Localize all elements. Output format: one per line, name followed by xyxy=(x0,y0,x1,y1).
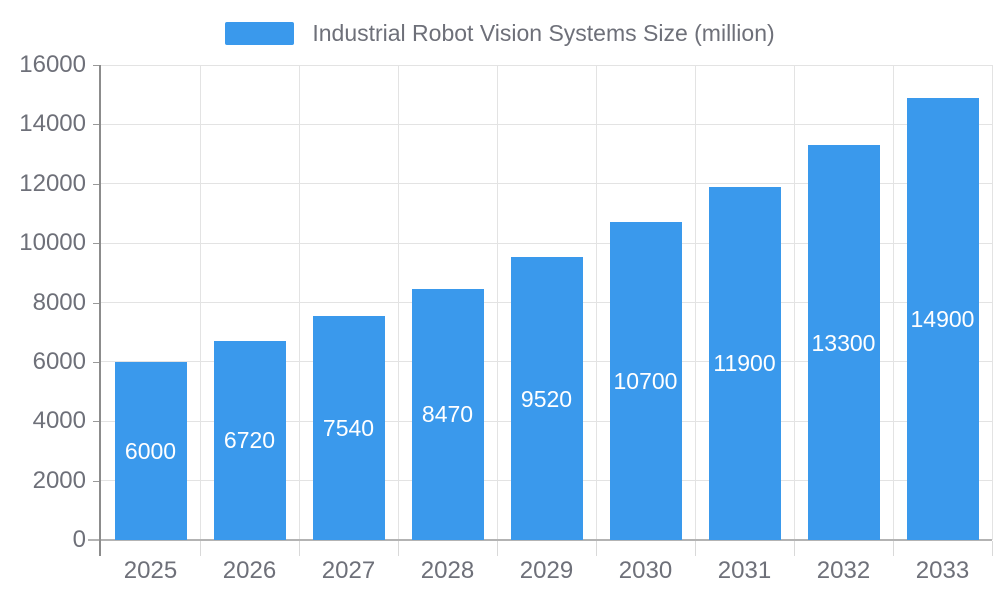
y-gridline xyxy=(101,242,992,244)
legend[interactable]: Industrial Robot Vision Systems Size (mi… xyxy=(0,21,1000,45)
x-tick xyxy=(496,541,498,556)
x-axis-label: 2033 xyxy=(915,557,970,584)
x-axis-label: 2028 xyxy=(420,557,475,584)
bar-value-label: 7540 xyxy=(322,415,375,442)
y-axis-label: 16000 xyxy=(19,51,86,78)
x-tick xyxy=(694,541,696,556)
x-axis-label: 2029 xyxy=(519,557,574,584)
x-tick xyxy=(892,541,894,556)
bar xyxy=(906,97,979,540)
y-gridline xyxy=(101,183,992,185)
bar xyxy=(213,340,286,540)
y-tick xyxy=(93,480,101,482)
y-axis-label: 8000 xyxy=(32,288,86,316)
x-axis-label: 2032 xyxy=(816,557,871,584)
y-tick xyxy=(93,65,101,66)
bar xyxy=(510,257,583,540)
x-axis-label: 2025 xyxy=(123,557,178,584)
legend-label: Industrial Robot Vision Systems Size (mi… xyxy=(312,20,775,46)
bar xyxy=(609,222,682,540)
x-gridline xyxy=(694,65,696,540)
bar-value-label: 14900 xyxy=(910,305,975,332)
bar-value-label: 9520 xyxy=(520,385,573,412)
x-tick xyxy=(298,541,300,556)
x-tick xyxy=(991,541,993,556)
bar xyxy=(807,145,880,540)
x-tick xyxy=(397,541,399,556)
bar-value-label: 6720 xyxy=(223,427,276,454)
x-gridline xyxy=(991,65,993,540)
y-axis-label: 12000 xyxy=(19,169,86,197)
x-tick xyxy=(793,541,795,556)
x-axis-line xyxy=(88,539,992,541)
y-axis-label: 14000 xyxy=(19,110,86,138)
bar xyxy=(114,361,187,540)
x-gridline xyxy=(496,65,498,540)
x-gridline xyxy=(298,65,300,540)
bar-value-label: 8470 xyxy=(421,401,474,428)
y-gridline xyxy=(101,123,992,125)
y-axis-label: 4000 xyxy=(32,407,86,435)
legend-swatch-icon xyxy=(225,21,295,45)
bar xyxy=(312,316,385,540)
y-tick xyxy=(93,183,101,185)
bar xyxy=(708,186,781,540)
x-axis-label: 2031 xyxy=(717,557,772,584)
y-axis-label: 2000 xyxy=(32,466,86,494)
x-gridline xyxy=(397,65,399,540)
x-gridline xyxy=(199,65,201,540)
bar-value-label: 13300 xyxy=(811,329,876,356)
x-gridline xyxy=(892,65,894,540)
x-gridline xyxy=(595,65,597,540)
y-tick xyxy=(93,243,101,245)
y-tick xyxy=(93,124,101,126)
x-tick xyxy=(595,541,597,556)
y-gridline xyxy=(101,64,992,66)
bar-value-label: 6000 xyxy=(124,437,177,464)
bar-value-label: 11900 xyxy=(713,350,776,377)
x-axis-label: 2027 xyxy=(321,557,376,584)
bar-value-label: 10700 xyxy=(613,368,678,395)
y-axis-label: 6000 xyxy=(32,347,86,375)
y-tick xyxy=(93,421,101,423)
bar xyxy=(411,288,484,540)
y-tick xyxy=(93,302,101,304)
y-axis-label: 10000 xyxy=(19,229,86,257)
y-tick xyxy=(93,361,101,363)
x-gridline xyxy=(793,65,795,540)
y-axis-label: 0 xyxy=(72,526,86,553)
x-axis-label: 2030 xyxy=(618,557,673,584)
x-axis-label: 2026 xyxy=(222,557,277,584)
x-tick xyxy=(199,541,201,556)
y-axis-line xyxy=(99,65,101,556)
